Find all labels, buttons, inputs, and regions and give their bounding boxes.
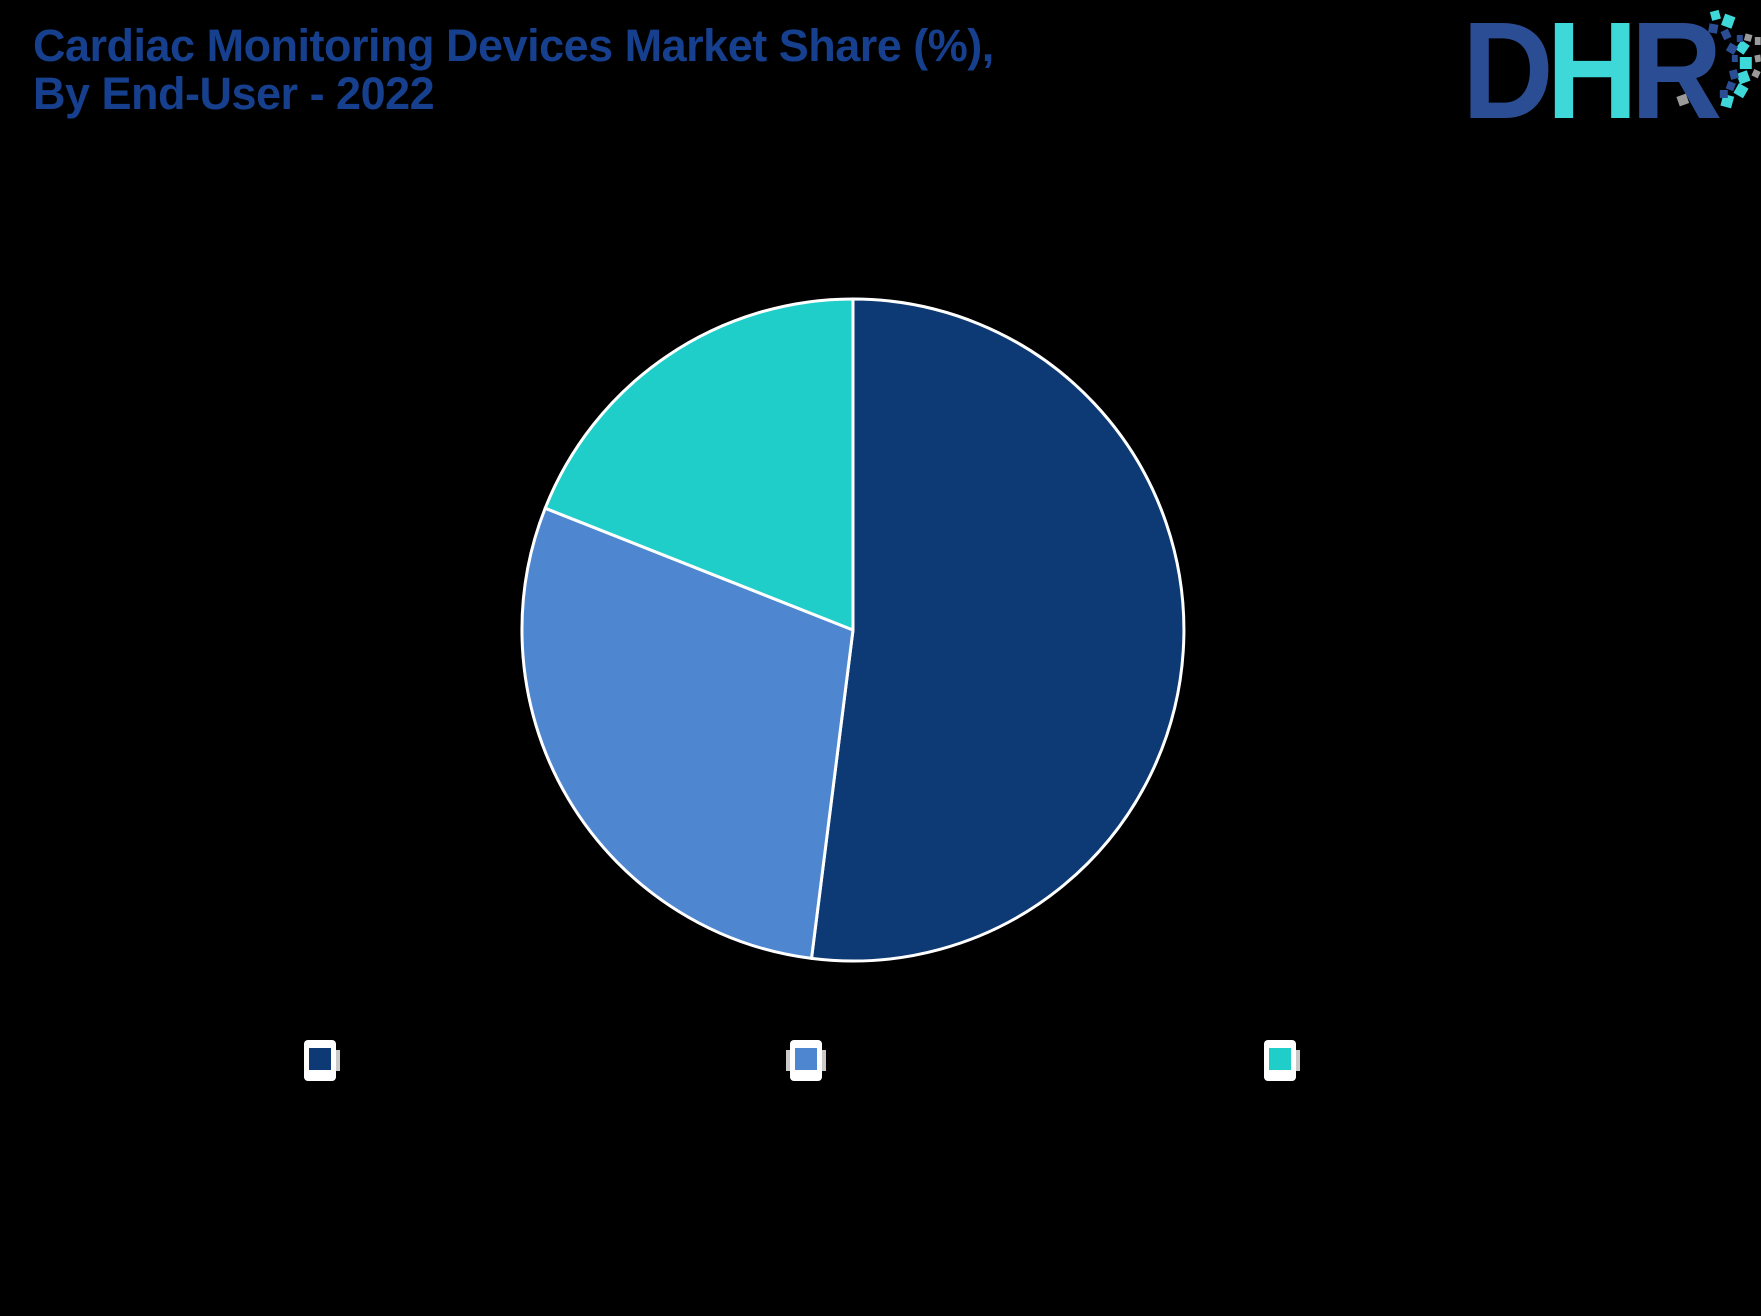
pie-slice-segment-2 xyxy=(520,506,855,960)
chart-title-line1: Cardiac Monitoring Devices Market Share … xyxy=(33,20,994,71)
burst-blue-dots xyxy=(1707,23,1743,98)
logo-letter-d: D xyxy=(1462,0,1554,148)
legend-text-fragment xyxy=(1295,1050,1300,1071)
logo-letter-r: R xyxy=(1630,0,1723,148)
legend-text-fragment xyxy=(335,1050,340,1071)
chart-title-line2: By End-User - 2022 xyxy=(33,68,435,119)
legend-item-3 xyxy=(1264,1040,1300,1081)
burst-teal-dots xyxy=(1709,9,1752,109)
legend-swatch-navy xyxy=(309,1048,331,1070)
dhr-logo: DHR xyxy=(1462,2,1761,142)
logo-letter-h: H xyxy=(1546,0,1638,148)
logo-burst-icon xyxy=(1676,9,1761,109)
legend-swatch-box xyxy=(1264,1040,1296,1081)
chart-title: Cardiac Monitoring Devices Market Share … xyxy=(33,22,994,118)
legend-text-fragment xyxy=(786,1050,791,1071)
legend-text-fragment xyxy=(821,1050,826,1071)
pie-slice-segment-1 xyxy=(810,297,1186,963)
burst-gray-dots xyxy=(1676,33,1761,107)
legend-swatch-box xyxy=(790,1040,822,1081)
pie-slice-segment-3 xyxy=(543,297,855,632)
legend-item-1 xyxy=(304,1040,340,1081)
legend-item-2 xyxy=(786,1040,826,1081)
legend-swatch-blue xyxy=(795,1048,817,1070)
legend-swatch-box xyxy=(304,1040,336,1081)
legend-swatch-teal xyxy=(1269,1048,1291,1070)
